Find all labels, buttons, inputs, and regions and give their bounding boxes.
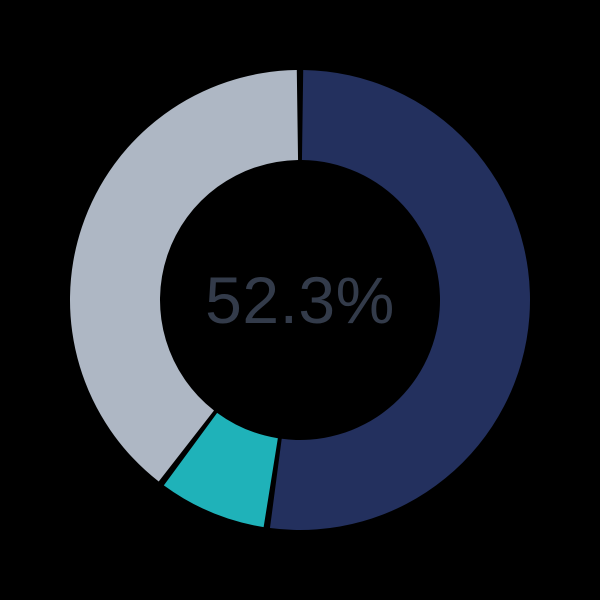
donut-slices-group [69,70,530,530]
donut-slice-secondary[interactable] [163,412,278,528]
center-percentage-label: 52.3% [205,263,395,337]
donut-slice-primary[interactable] [269,70,530,530]
donut-slice-tertiary[interactable] [69,70,299,482]
